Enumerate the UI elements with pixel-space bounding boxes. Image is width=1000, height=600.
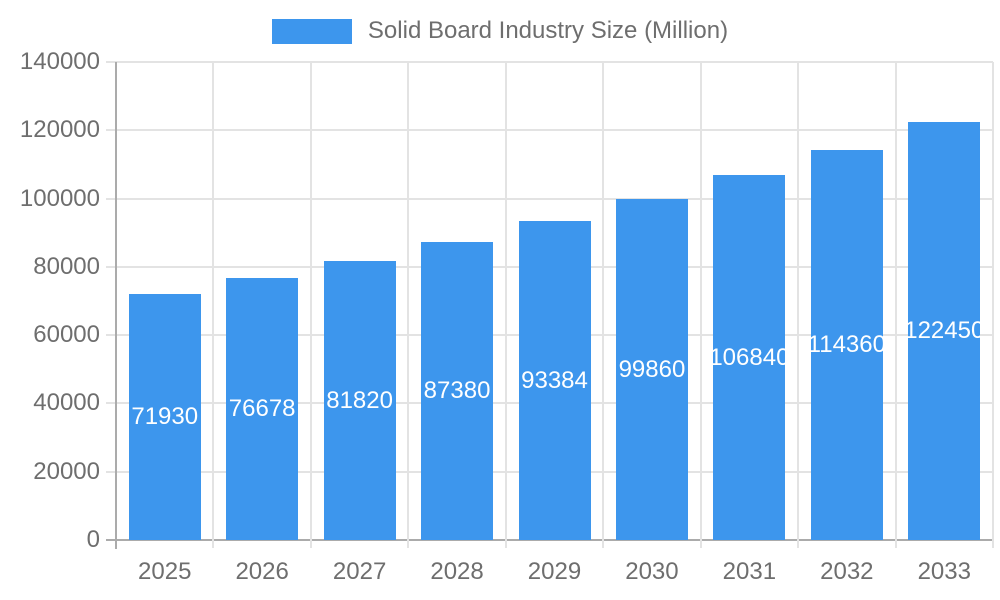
plot-area: 0 20000 40000 60000 80000 100000 120000 140000 7… (20, 48, 994, 585)
legend-label: Solid Board Industry Size (Million) (367, 17, 729, 44)
legend[interactable]: Solid Board Industry Size (Million) (0, 17, 1000, 45)
y-axis-tick-label: 60000 (33, 321, 100, 349)
x-axis-tick-label: 2028 (430, 558, 484, 585)
legend-swatch (271, 18, 352, 44)
y-axis-tick-label: 40000 (33, 389, 100, 417)
bar[interactable]: 76678 (226, 278, 299, 540)
x-grid-line (212, 62, 215, 548)
x-axis-tick-label: 2029 (527, 558, 582, 585)
bar[interactable]: 122450 (908, 122, 981, 540)
bar-value-label: 106840 (713, 343, 786, 371)
bar[interactable]: 114360 (810, 150, 883, 540)
bar-value-label: 81820 (326, 386, 393, 414)
x-grid-line (992, 62, 994, 548)
x-grid-line (797, 62, 800, 548)
x-grid-line (699, 62, 702, 548)
bar-value-label: 114360 (810, 331, 883, 358)
x-grid-line (894, 62, 897, 548)
bar-value-label: 122450 (908, 317, 981, 344)
x-axis-tick-label: 2027 (332, 558, 387, 585)
x-grid-line (602, 62, 605, 548)
x-axis-tick-label: 2032 (820, 558, 874, 585)
x-axis-tick-label: 2030 (625, 558, 679, 585)
x-axis-tick-label: 2033 (917, 558, 971, 585)
bar[interactable]: 71930 (128, 294, 201, 540)
bar-value-label: 93384 (521, 366, 588, 394)
bar-value-label: 76678 (228, 395, 296, 422)
y-axis-tick-label: 0 (86, 526, 100, 553)
y-grid-line (106, 61, 993, 63)
y-axis-tick-label: 20000 (33, 457, 100, 485)
x-grid-line (407, 62, 410, 548)
y-axis-tick-label: 120000 (19, 116, 100, 144)
bar[interactable]: 87380 (421, 242, 494, 540)
bar[interactable]: 106840 (713, 175, 786, 540)
bar[interactable]: 81820 (323, 261, 396, 540)
bar[interactable]: 93384 (518, 221, 591, 540)
y-grid-line (106, 129, 993, 132)
bar[interactable]: 99860 (615, 199, 688, 540)
y-axis-line (115, 62, 117, 549)
y-axis-tick-label: 80000 (33, 252, 100, 280)
bar-value-label: 99860 (618, 355, 686, 383)
x-grid-line (504, 62, 507, 548)
x-axis-tick-label: 2025 (138, 558, 192, 585)
y-axis-tick-label: 100000 (19, 184, 100, 212)
y-axis-tick-label: 140000 (19, 48, 100, 75)
x-grid-line (309, 62, 312, 548)
bar-value-label: 87380 (423, 377, 491, 404)
x-axis-tick-label: 2026 (235, 558, 289, 585)
x-axis-tick-label: 2031 (722, 558, 777, 585)
bar-value-label: 71930 (131, 403, 199, 430)
